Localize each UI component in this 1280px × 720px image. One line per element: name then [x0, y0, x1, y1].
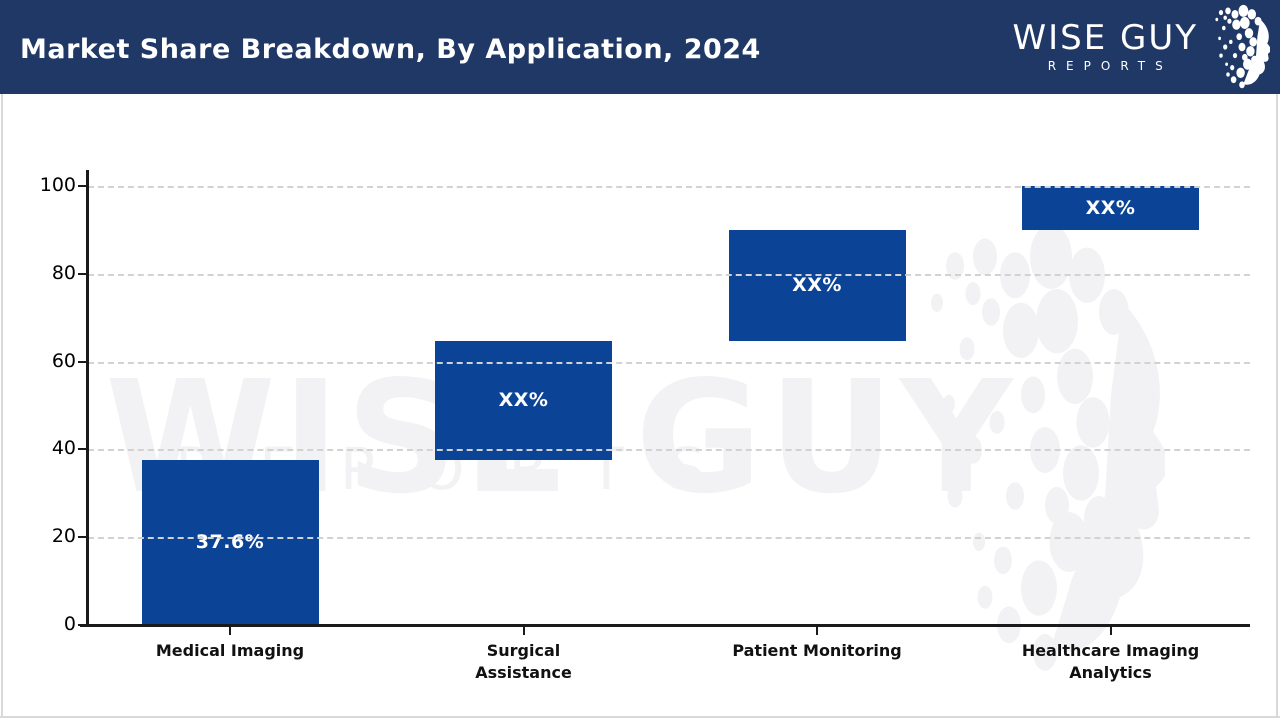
y-tick-mark-20 [78, 536, 87, 539]
x-category-label-1: Surgical Assistance [475, 641, 572, 682]
brand-logo-text: WISE GUY REPORTS [1012, 21, 1198, 73]
brand-subtext: REPORTS [1047, 59, 1173, 73]
y-tick-label-100: 100 [39, 174, 76, 196]
y-tick-mark-60 [78, 360, 87, 363]
brand-head-dots-icon [1215, 4, 1270, 89]
bar-value-label-1: XX% [498, 389, 549, 412]
y-tick-label-40: 40 [51, 437, 76, 460]
gridline-y100 [88, 186, 1250, 188]
x-category-label-0: Medical Imaging [155, 641, 305, 660]
gridline-y20 [88, 537, 1250, 540]
y-tick-label-0: 0 [63, 613, 76, 635]
y-tick-mark-40 [78, 448, 87, 451]
x-tick-mark-2 [816, 627, 818, 635]
header-bar: Market Share Breakdown, By Application, … [0, 0, 1280, 94]
brand-logo: WISE GUY REPORTS [1012, 0, 1270, 94]
bar-0: 37.6% [141, 459, 319, 625]
y-tick-label-20: 20 [51, 525, 76, 548]
y-tick-mark-80 [78, 272, 87, 275]
y-axis-line [86, 170, 89, 627]
x-tick-mark-0 [229, 627, 231, 635]
x-category-label-3: Healthcare Imaging Analytics [1021, 641, 1200, 682]
y-tick-mark-100 [78, 185, 87, 187]
bar-2: XX% [728, 229, 906, 341]
gridline-y80 [88, 273, 1250, 276]
brand-wordmark: WISE GUY [1012, 18, 1198, 58]
bar-value-label-3: XX% [1085, 196, 1136, 219]
chart-title: Market Share Breakdown, By Application, … [20, 33, 761, 65]
y-tick-label-60: 60 [51, 349, 76, 372]
page-border-right [1276, 94, 1278, 718]
y-tick-mark-0 [78, 624, 87, 626]
x-axis-line [80, 624, 1250, 627]
x-category-label-2: Patient Monitoring [732, 641, 902, 660]
x-tick-mark-3 [1109, 627, 1112, 635]
gridline-y40 [88, 449, 1250, 452]
bar-1: XX% [435, 340, 612, 460]
x-tick-mark-1 [522, 627, 525, 635]
page-border-left [1, 94, 3, 718]
gridline-y60 [88, 361, 1250, 364]
y-tick-label-80: 80 [51, 261, 76, 284]
page-border-bottom [0, 716, 1280, 718]
bar-3: XX% [1022, 186, 1199, 230]
bar-value-label-2: XX% [792, 274, 842, 297]
bar-value-label-0: 37.6% [195, 531, 265, 554]
